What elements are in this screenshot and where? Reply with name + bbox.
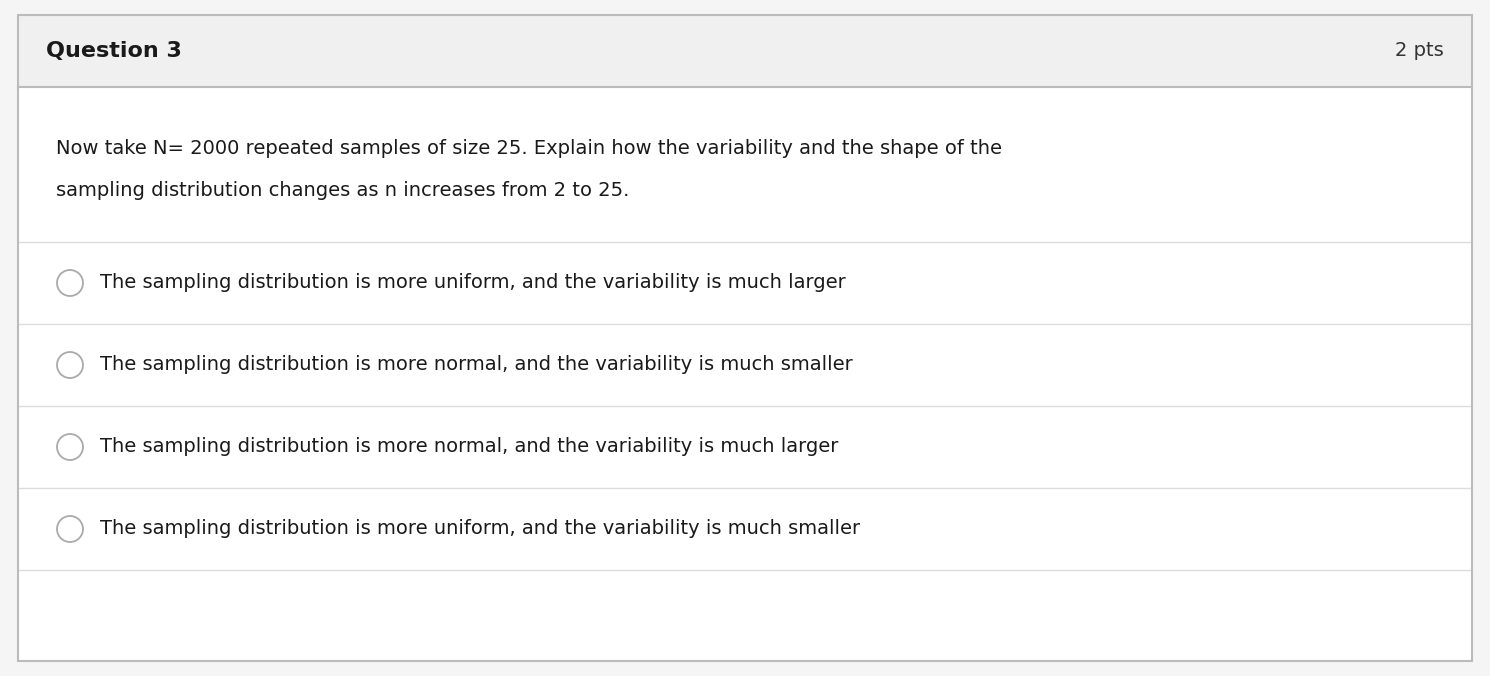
Ellipse shape — [57, 352, 83, 378]
Text: The sampling distribution is more normal, and the variability is much larger: The sampling distribution is more normal… — [100, 437, 839, 456]
Text: The sampling distribution is more normal, and the variability is much smaller: The sampling distribution is more normal… — [100, 356, 852, 375]
Text: Question 3: Question 3 — [46, 41, 182, 61]
Bar — [18, 15, 1472, 87]
Ellipse shape — [57, 434, 83, 460]
Ellipse shape — [57, 516, 83, 542]
Text: Now take N= 2000 repeated samples of size 25. Explain how the variability and th: Now take N= 2000 repeated samples of siz… — [57, 139, 1001, 158]
Text: 2 pts: 2 pts — [1395, 41, 1444, 60]
Ellipse shape — [57, 270, 83, 296]
Text: The sampling distribution is more uniform, and the variability is much smaller: The sampling distribution is more unifor… — [100, 519, 860, 539]
Text: The sampling distribution is more uniform, and the variability is much larger: The sampling distribution is more unifor… — [100, 274, 846, 293]
Text: sampling distribution changes as n increases from 2 to 25.: sampling distribution changes as n incre… — [57, 181, 629, 201]
